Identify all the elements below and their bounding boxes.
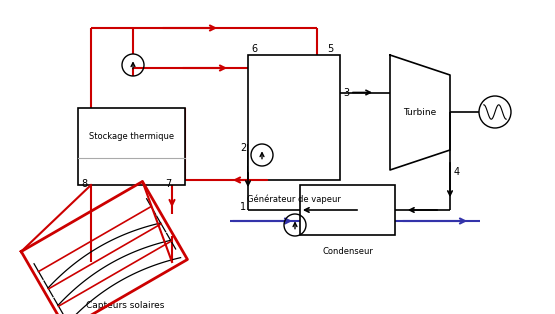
Text: 8: 8: [81, 179, 87, 189]
Text: 4: 4: [454, 167, 460, 177]
Text: 7: 7: [165, 179, 171, 189]
Text: Stockage thermique: Stockage thermique: [89, 132, 174, 141]
Text: 6: 6: [251, 44, 257, 54]
Text: Capteurs solaires: Capteurs solaires: [86, 301, 164, 310]
Text: Turbine: Turbine: [403, 108, 437, 117]
Text: Générateur de vapeur: Générateur de vapeur: [247, 194, 341, 203]
Text: 5: 5: [327, 44, 333, 54]
Bar: [248, 55, 340, 180]
Text: 1: 1: [240, 202, 246, 212]
Text: 2: 2: [240, 143, 246, 153]
Text: Condenseur: Condenseur: [322, 247, 373, 256]
Bar: [300, 185, 395, 235]
Bar: [78, 108, 185, 185]
Text: 3: 3: [343, 89, 349, 99]
